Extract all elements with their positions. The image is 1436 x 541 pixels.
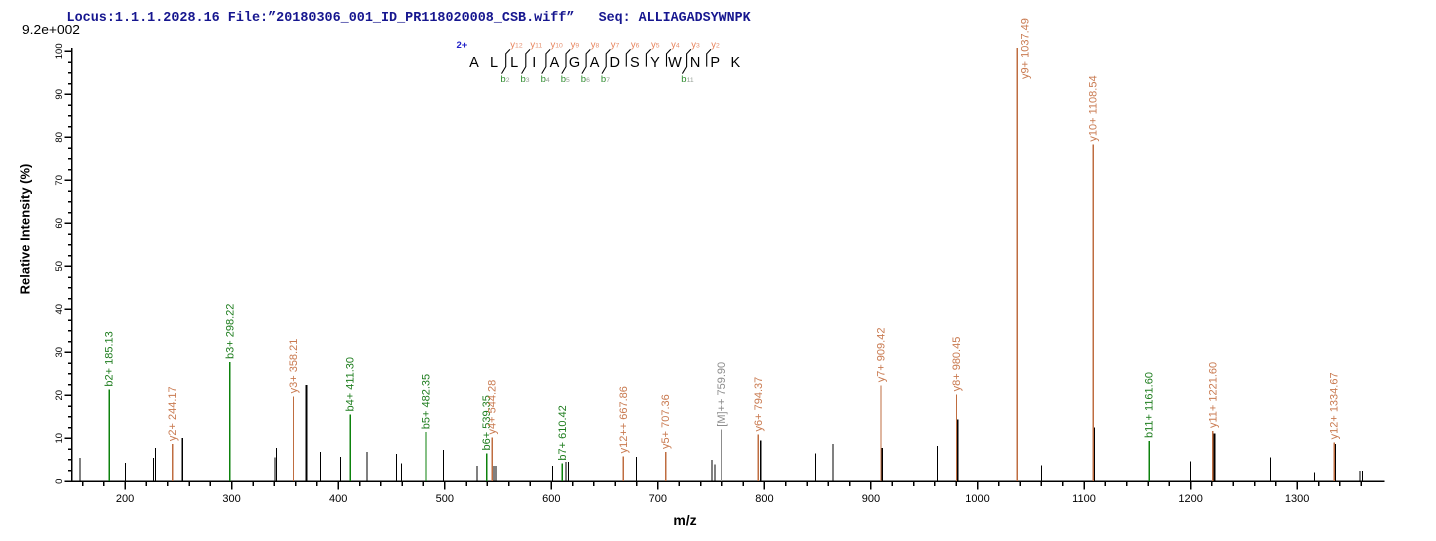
svg-text:b2: b2 [500, 74, 509, 85]
svg-text:2+: 2+ [457, 40, 468, 51]
svg-text:L: L [510, 55, 518, 71]
svg-text:1100: 1100 [1072, 493, 1096, 505]
svg-text:y4: y4 [671, 40, 680, 51]
svg-text:10: 10 [54, 433, 65, 444]
svg-text:b2+ 185.13: b2+ 185.13 [104, 331, 116, 386]
svg-text:b6: b6 [581, 74, 590, 85]
svg-text:y6+ 794.37: y6+ 794.37 [753, 377, 765, 432]
svg-text:Locus:1.1.1.2028.16 File:”2018: Locus:1.1.1.2028.16 File:”20180306_001_I… [67, 11, 575, 26]
svg-text:S: S [630, 55, 640, 71]
svg-text:100: 100 [54, 43, 65, 59]
svg-text:y11+ 1221.60: y11+ 1221.60 [1207, 362, 1219, 428]
svg-text:P: P [710, 55, 720, 71]
svg-text:y12++ 667.86: y12++ 667.86 [618, 386, 630, 453]
svg-text:N: N [690, 55, 700, 71]
svg-text:b11+ 1161.60: b11+ 1161.60 [1144, 372, 1156, 438]
svg-text:A: A [590, 55, 600, 71]
svg-text:60: 60 [54, 218, 65, 229]
svg-text:y3+ 358.21: y3+ 358.21 [288, 339, 300, 394]
svg-text:800: 800 [755, 493, 773, 505]
svg-text:y4+ 544.28: y4+ 544.28 [487, 380, 499, 435]
svg-text:300: 300 [222, 493, 240, 505]
svg-text:A: A [550, 55, 560, 71]
svg-text:b7+ 610.42: b7+ 610.42 [557, 405, 569, 460]
svg-text:b4+ 411.30: b4+ 411.30 [345, 357, 357, 412]
svg-text:y9: y9 [571, 40, 580, 51]
svg-text:G: G [569, 55, 580, 71]
svg-text:b6+ 539.35: b6+ 539.35 [481, 395, 493, 450]
svg-text:y5: y5 [651, 40, 660, 51]
svg-text:y3: y3 [691, 40, 700, 51]
svg-text:9.2e+002: 9.2e+002 [22, 22, 80, 37]
svg-text:m/z: m/z [673, 512, 696, 528]
svg-text:y10: y10 [551, 40, 564, 51]
svg-text:90: 90 [54, 89, 65, 100]
svg-text:500: 500 [436, 493, 454, 505]
svg-text:[M]++ 759.90: [M]++ 759.90 [716, 362, 728, 427]
svg-text:y6: y6 [631, 40, 640, 51]
svg-text:b3+ 298.22: b3+ 298.22 [224, 304, 236, 359]
svg-text:b3: b3 [521, 74, 530, 85]
svg-text:1300: 1300 [1285, 493, 1309, 505]
svg-text:Relative Intensity (%): Relative Intensity (%) [18, 164, 33, 295]
svg-text:b11: b11 [681, 74, 694, 85]
svg-text:y2+ 244.17: y2+ 244.17 [167, 386, 179, 441]
svg-text:70: 70 [54, 175, 65, 186]
svg-text:0: 0 [54, 479, 65, 484]
svg-text:b5: b5 [561, 74, 570, 85]
svg-text:20: 20 [54, 390, 65, 401]
svg-text:y7: y7 [611, 40, 620, 51]
svg-text:1200: 1200 [1178, 493, 1202, 505]
svg-text:40: 40 [54, 304, 65, 315]
svg-text:D: D [609, 55, 619, 71]
svg-text:200: 200 [116, 493, 134, 505]
svg-text:Seq: ALLIAGADSYWNPK: Seq: ALLIAGADSYWNPK [599, 11, 752, 26]
svg-text:L: L [490, 55, 498, 71]
svg-text:y7+ 909.42: y7+ 909.42 [875, 328, 887, 383]
svg-text:y11: y11 [530, 40, 542, 51]
svg-text:I: I [532, 55, 536, 71]
svg-text:W: W [668, 55, 682, 71]
svg-text:y12+ 1334.67: y12+ 1334.67 [1329, 372, 1341, 439]
svg-text:900: 900 [862, 493, 880, 505]
svg-text:b4: b4 [541, 74, 550, 85]
svg-text:1000: 1000 [965, 493, 989, 505]
svg-text:30: 30 [54, 347, 65, 358]
svg-text:y9+ 1037.49: y9+ 1037.49 [1019, 18, 1031, 79]
svg-text:y12: y12 [510, 40, 523, 51]
svg-text:600: 600 [542, 493, 560, 505]
svg-text:700: 700 [649, 493, 667, 505]
svg-text:y2: y2 [711, 40, 720, 51]
svg-text:b7: b7 [601, 74, 610, 85]
svg-text:50: 50 [54, 261, 65, 272]
svg-text:y10+ 1108.54: y10+ 1108.54 [1088, 75, 1100, 141]
svg-text:y8+ 980.45: y8+ 980.45 [951, 337, 963, 392]
svg-text:K: K [730, 55, 740, 71]
svg-text:400: 400 [329, 493, 347, 505]
svg-text:y8: y8 [591, 40, 600, 51]
svg-text:y5+ 707.36: y5+ 707.36 [660, 394, 672, 449]
svg-text:80: 80 [54, 132, 65, 143]
svg-text:A: A [469, 55, 479, 71]
svg-text:b5+ 482.35: b5+ 482.35 [420, 374, 432, 429]
svg-text:Y: Y [650, 55, 660, 71]
